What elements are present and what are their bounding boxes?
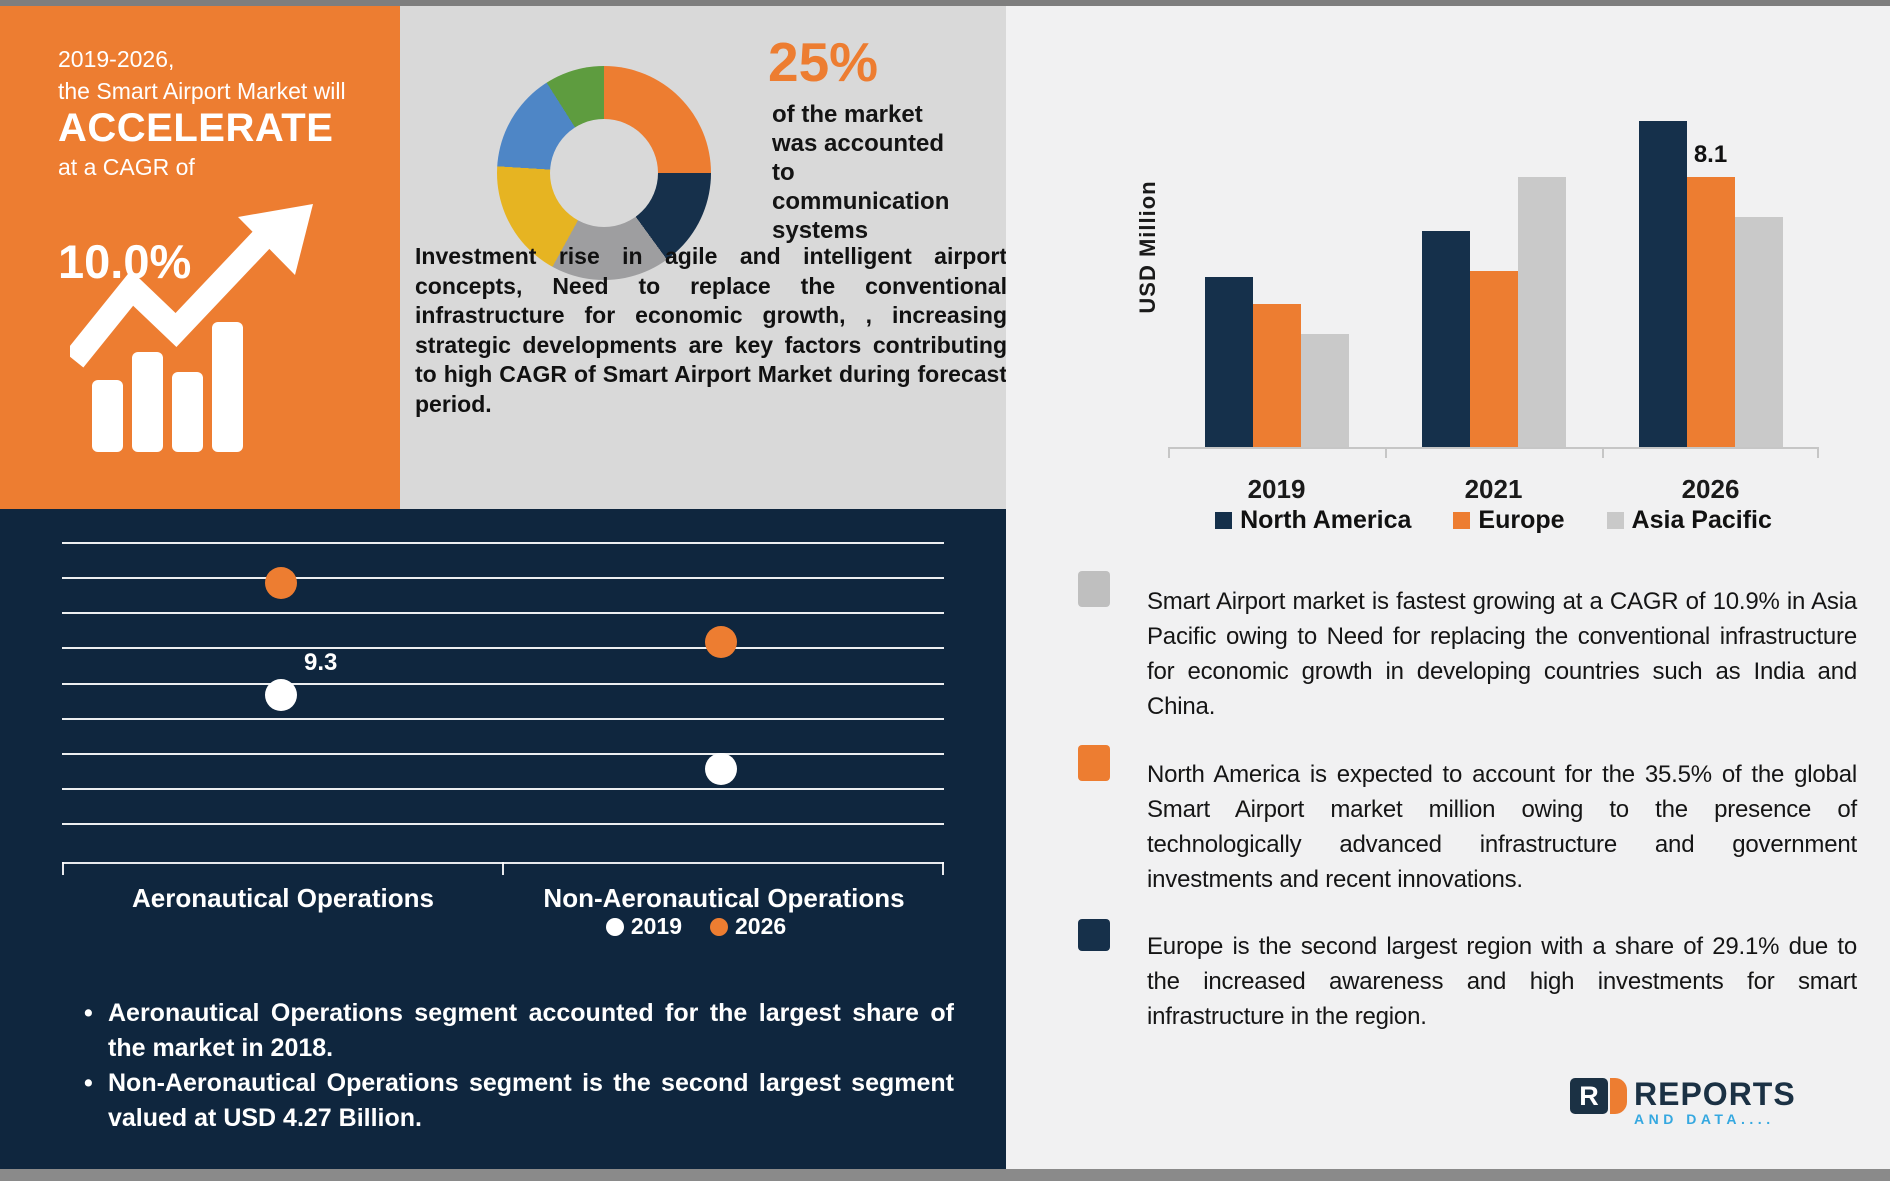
dot-2026-1 [705, 626, 737, 659]
bullet-square-north-america [1078, 745, 1110, 781]
bar-legend-item: Asia Pacific [1606, 506, 1772, 535]
bar-axis-tick [1817, 449, 1819, 458]
bar-asia-pacific-2021 [1517, 177, 1566, 447]
legend-label: Asia Pacific [1631, 506, 1772, 534]
grid-line [62, 577, 944, 579]
bar-axis-tick [1602, 449, 1604, 458]
segment-legend: 2019 2026 [496, 913, 896, 940]
grid-line [62, 753, 944, 755]
market-share-panel: 25% of the market was accounted to commu… [400, 6, 1007, 509]
dot-2019-0 [265, 679, 297, 712]
legend-label-2026: 2026 [735, 913, 787, 939]
segment-axis-tick [62, 862, 64, 875]
segment-panel: 9.3 Aeronautical Operations Non-Aeronaut… [0, 509, 1006, 1169]
legend-dot-2026 [710, 917, 728, 936]
legend-label: Europe [1478, 506, 1565, 534]
bar-asia-pacific-2026 [1734, 217, 1783, 447]
logo-reports-text: REPORTS [1634, 1076, 1796, 1112]
grid-line [62, 788, 944, 790]
logo-mark: R [1570, 1078, 1627, 1114]
bar-value-label: 8.1 [1693, 141, 1728, 169]
bullet-square-europe [1078, 919, 1110, 951]
segment-dot-plot: 9.3 [0, 509, 1006, 1169]
segment-axis-tick [942, 862, 944, 875]
legend-label-2019: 2019 [630, 913, 682, 939]
dot-2019-1 [705, 753, 737, 786]
category-label-non-aeronautical: Non-Aeronautical Operations [543, 883, 905, 913]
grid-line [62, 542, 944, 544]
bar-north-america-2021 [1421, 230, 1470, 447]
bullet-text-north-america: North America is expected to account for… [1147, 761, 1857, 893]
bar-asia-pacific-2019 [1300, 333, 1349, 447]
accelerate-headline: ACCELERATE [58, 106, 334, 150]
dot-value-label: 9.3 [304, 649, 338, 677]
bar-north-america-2019 [1204, 277, 1253, 447]
growth-arrow-chart-icon [70, 204, 313, 452]
legend-swatch [1215, 512, 1233, 529]
logo-r-icon: R [1570, 1078, 1608, 1114]
bullet-square-asia-pacific [1078, 571, 1110, 607]
market-drivers-paragraph: Investment rise in agile and intelligent… [415, 243, 1007, 417]
bullet-text-europe: Europe is the second largest region with… [1147, 933, 1857, 1030]
grid-line [62, 823, 944, 825]
legend-dot-2019 [605, 917, 624, 936]
forecast-period-text: 2019-2026, [58, 46, 175, 72]
legend-item-2019: 2019 [605, 913, 682, 940]
bottom-frame-bar [0, 1169, 1890, 1181]
regional-panel: USD Million 2019 2021 2026 8.1 North Americ… [1006, 6, 1890, 1169]
bar-chart-legend: North America Europe Asia Pacific [1168, 506, 1819, 535]
bar-north-america-2026 [1638, 120, 1687, 447]
bar-axis-tick [1385, 449, 1387, 458]
legend-label: North America [1240, 506, 1412, 534]
bar-legend-item: Europe [1453, 506, 1565, 535]
market-statement-text: the Smart Airport Market will [58, 78, 346, 104]
category-label-aeronautical: Aeronautical Operations [132, 883, 434, 913]
bar-axis-label-2021: 2021 [1464, 474, 1523, 504]
segment-bullet-list: Aeronautical Operations segment accounte… [84, 996, 954, 1136]
legend-swatch [1453, 512, 1471, 529]
bar-axis-tick [1168, 449, 1170, 458]
segment-bullet: Aeronautical Operations segment accounte… [84, 996, 954, 1066]
logo-text: REPORTS AND DATA.... [1634, 1078, 1796, 1127]
dot-2026-0 [265, 567, 297, 600]
bar-europe-2019 [1252, 303, 1301, 447]
regional-bar-chart: 2019 2021 2026 8.1 [1168, 116, 1819, 504]
logo-d-icon [1610, 1078, 1627, 1114]
donut-headline-value: 25% [768, 31, 879, 93]
bar-axis-label-2026: 2026 [1681, 474, 1740, 504]
legend-item-2026: 2026 [710, 913, 786, 940]
cagr-lead-text: at a CAGR of [58, 154, 195, 180]
legend-swatch [1606, 512, 1624, 529]
bar-europe-2021 [1469, 270, 1518, 447]
grid-line [62, 683, 944, 685]
bar-axis-label-2019: 2019 [1247, 474, 1306, 504]
market-share-donut-chart [497, 66, 711, 280]
logo-and-data-text: AND DATA.... [1634, 1111, 1775, 1127]
grid-line [62, 612, 944, 614]
bar-chart-y-axis-label: USD Million [1135, 180, 1160, 314]
reports-and-data-logo: R REPORTS AND DATA.... [1570, 1078, 1796, 1127]
grid-line [62, 718, 944, 720]
bullet-text-asia-pacific: Smart Airport market is fastest growing … [1147, 588, 1857, 720]
segment-axis-tick [502, 862, 504, 875]
grid-line [62, 647, 944, 649]
donut-hole [550, 119, 658, 227]
top-frame-bar [0, 0, 1890, 6]
bar-europe-2026 [1686, 177, 1735, 447]
bar-legend-item: North America [1215, 506, 1411, 535]
cagr-highlight-panel: 2019-2026, the Smart Airport Market will… [0, 6, 400, 509]
donut-headline-text: of the market was accounted to communica… [772, 101, 950, 244]
segment-bullet: Non-Aeronautical Operations segment is t… [84, 1066, 954, 1136]
